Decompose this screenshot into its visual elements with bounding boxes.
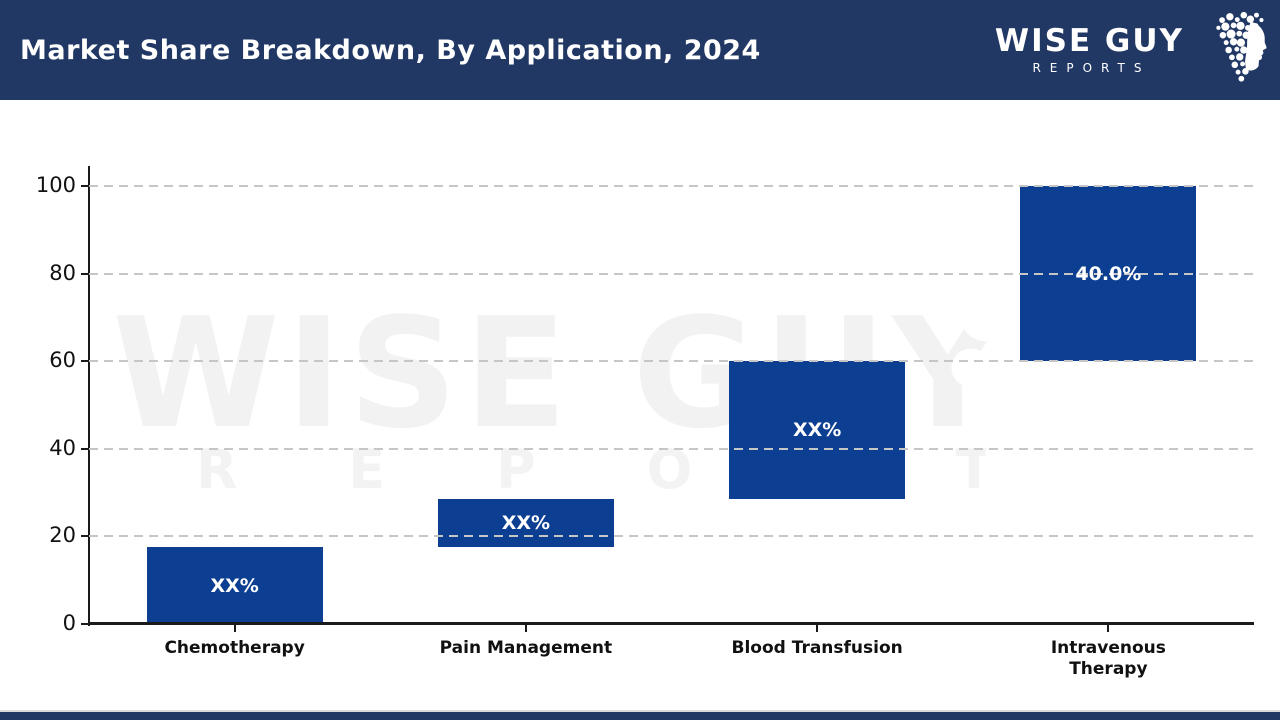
y-tick-20: [81, 535, 88, 538]
gridline-100: [89, 185, 1254, 187]
bar-value-label: XX%: [792, 419, 842, 442]
x-tick-0: [233, 625, 236, 632]
brand-subname: REPORTS: [1032, 60, 1151, 75]
bar-pain-management[interactable]: [437, 499, 614, 548]
y-axis-line: [88, 166, 90, 626]
bar-value-label: XX%: [501, 512, 551, 535]
x-tick-label-0: Chemotherapy: [164, 638, 305, 658]
x-axis-line: [88, 622, 1254, 625]
bar-value-label: 40.0%: [1075, 262, 1142, 285]
y-tick-100: [81, 185, 88, 187]
header-bar: Market Share Breakdown, By Application, …: [0, 0, 1280, 100]
bar-chemotherapy[interactable]: [146, 547, 323, 624]
y-tick-label-60: 60: [49, 348, 76, 373]
y-tick-label-20: 20: [49, 523, 76, 548]
dotted-face-logo-icon: [1216, 11, 1267, 82]
y-tick-label-40: 40: [49, 435, 76, 460]
y-tick-80: [81, 272, 88, 275]
brand-logo: WISE GUY REPORTS: [995, 7, 1280, 93]
brand-name: WISE GUY: [994, 22, 1184, 59]
bar-value-label: XX%: [210, 574, 259, 597]
x-tick-label-3: Intravenous Therapy: [1050, 638, 1166, 680]
brand-logo-text: WISE GUY REPORTS: [994, 22, 1184, 75]
y-tick-0: [81, 623, 88, 625]
y-tick-40: [81, 447, 88, 450]
gridline-60: [89, 360, 1254, 363]
footer-divider: [0, 710, 1280, 712]
y-tick-60: [81, 360, 88, 363]
gridline-80: [89, 272, 1254, 275]
x-tick-label-2: Blood Transfusion: [731, 638, 903, 658]
y-tick-label-100: 100: [35, 173, 76, 197]
bar-blood-transfusion[interactable]: [729, 361, 906, 500]
x-tick-1: [524, 625, 527, 632]
gridline-20: [89, 535, 1254, 538]
x-tick-3: [1107, 625, 1110, 632]
y-tick-label-80: 80: [49, 260, 76, 285]
chart-area: WISE GUY R E P O R T S 0 20 40 60 80 100 XX% Ch…: [0, 100, 1280, 712]
y-tick-label-0: 0: [62, 611, 76, 635]
page-title: Market Share Breakdown, By Application, …: [20, 34, 761, 66]
x-tick-2: [816, 625, 819, 632]
footer-bar: [0, 712, 1280, 720]
x-tick-label-1: Pain Management: [439, 638, 613, 658]
gridline-40: [89, 447, 1254, 450]
